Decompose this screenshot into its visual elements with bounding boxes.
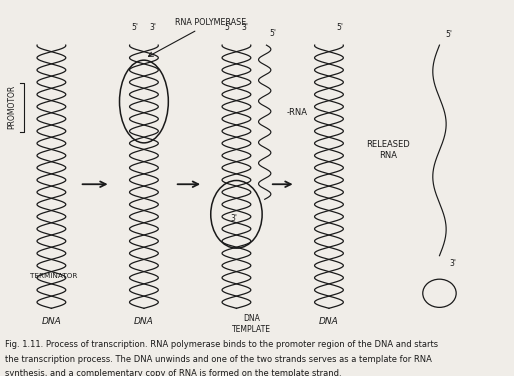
Text: RELEASED
RNA: RELEASED RNA <box>366 140 410 161</box>
Text: -RNA: -RNA <box>286 108 307 117</box>
Text: TERMINATOR: TERMINATOR <box>30 273 78 279</box>
Text: 5': 5' <box>132 23 139 32</box>
Text: 5': 5' <box>224 23 231 32</box>
Text: 5': 5' <box>269 29 276 38</box>
Text: DNA: DNA <box>134 317 154 326</box>
Text: the transcription process. The DNA unwinds and one of the two strands serves as : the transcription process. The DNA unwin… <box>5 355 432 364</box>
Text: PROMOTOR: PROMOTOR <box>7 85 16 129</box>
Text: RNA POLYMERASE: RNA POLYMERASE <box>149 18 246 56</box>
Text: 3': 3' <box>450 259 457 268</box>
Text: 5': 5' <box>337 23 344 32</box>
Text: synthesis, and a complementary copy of RNA is formed on the template strand.: synthesis, and a complementary copy of R… <box>5 369 342 376</box>
Text: 3': 3' <box>230 214 237 223</box>
Text: DNA: DNA <box>319 317 339 326</box>
Text: 3': 3' <box>242 23 249 32</box>
Text: 5': 5' <box>445 30 452 39</box>
Text: DNA
TEMPLATE: DNA TEMPLATE <box>232 314 271 334</box>
Text: DNA: DNA <box>42 317 61 326</box>
Text: 3': 3' <box>149 23 156 32</box>
Text: Fig. 1.11. Process of transcription. RNA polymerase binds to the promoter region: Fig. 1.11. Process of transcription. RNA… <box>5 340 438 349</box>
